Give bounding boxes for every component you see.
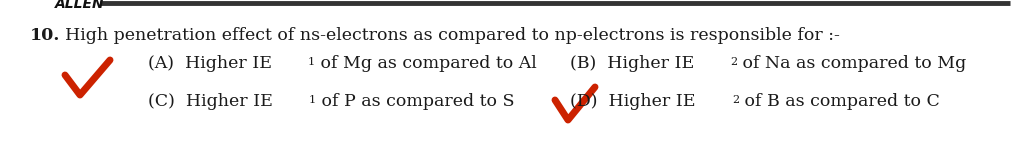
Text: of Mg as compared to Al: of Mg as compared to Al: [315, 55, 537, 72]
Text: 2: 2: [730, 57, 737, 67]
Text: High penetration effect of ns-electrons as compared to np-electrons is responsib: High penetration effect of ns-electrons …: [65, 27, 840, 44]
Text: of P as compared to S: of P as compared to S: [316, 93, 515, 110]
Text: 1: 1: [309, 95, 316, 105]
Text: (A)  Higher IE: (A) Higher IE: [148, 55, 272, 72]
Text: of Na as compared to Mg: of Na as compared to Mg: [737, 55, 967, 72]
Text: 2: 2: [732, 95, 739, 105]
Text: 10.: 10.: [30, 27, 60, 44]
Text: of B as compared to C: of B as compared to C: [739, 93, 940, 110]
Text: 1: 1: [308, 57, 315, 67]
Text: ALLEN: ALLEN: [55, 0, 104, 11]
Text: (D)  Higher IE: (D) Higher IE: [570, 93, 695, 110]
Text: (C)  Higher IE: (C) Higher IE: [148, 93, 272, 110]
Text: (B)  Higher IE: (B) Higher IE: [570, 55, 694, 72]
